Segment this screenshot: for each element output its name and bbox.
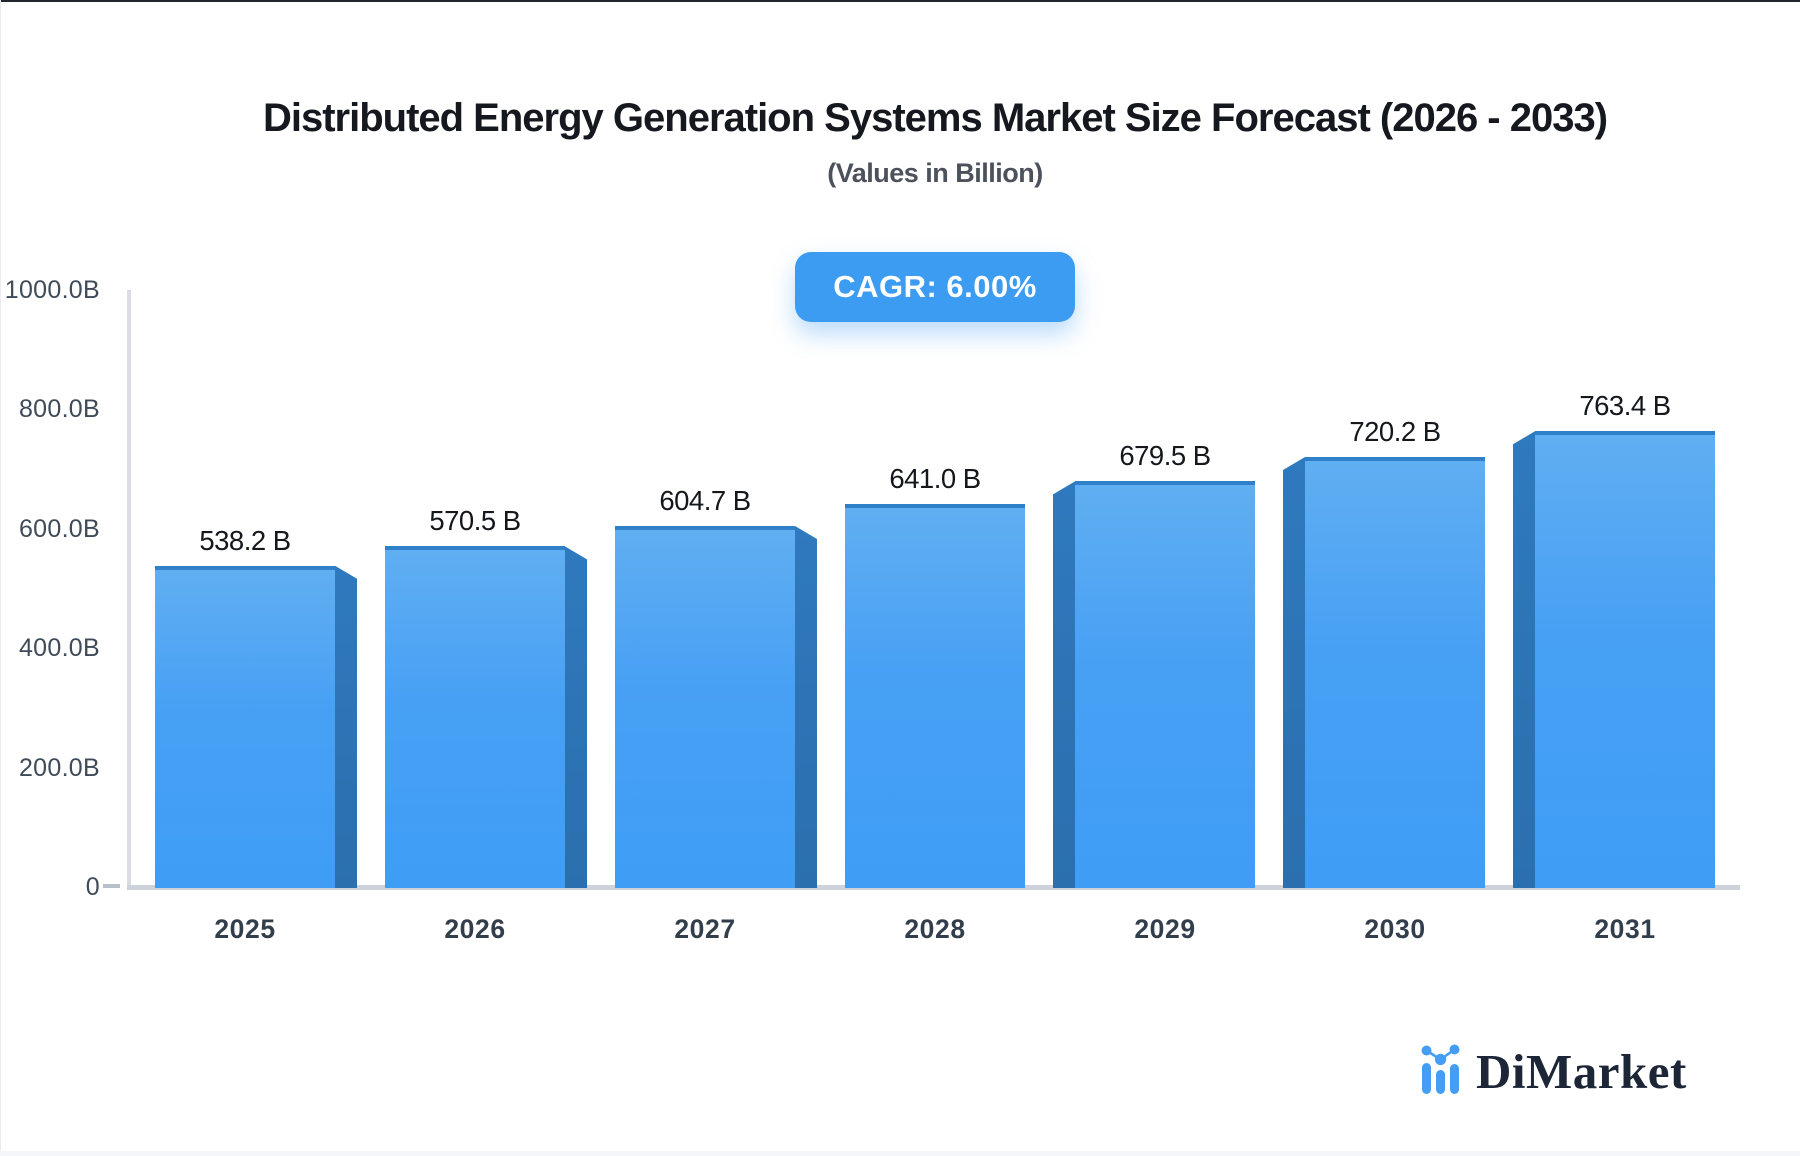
bar-value-label: 763.4 B <box>1579 390 1671 422</box>
y-axis-tick-label: 800.0B <box>18 395 100 424</box>
bar-chart-logo-icon <box>1421 1044 1460 1094</box>
bar-3d-side-face <box>335 565 357 888</box>
top-border-line <box>0 0 1800 2</box>
bar-value-label: 679.5 B <box>1119 440 1211 472</box>
cagr-badge-wrap: CAGR: 6.00% <box>130 252 1740 322</box>
x-axis-tick-label: 2029 <box>1134 914 1196 944</box>
x-axis-tick-label: 2030 <box>1364 914 1426 944</box>
bottom-border-strip <box>0 1151 1800 1156</box>
x-axis-tick-label: 2031 <box>1594 914 1656 944</box>
y-axis-line <box>127 290 131 887</box>
dimarket-logo-text: DiMarket <box>1476 1043 1687 1099</box>
bar-3d-side-face <box>1513 431 1535 888</box>
bar-3d-side-face <box>1053 481 1075 888</box>
y-axis-tick-label: 0 <box>85 873 100 901</box>
bar-2028 <box>845 504 1025 888</box>
bar-2026 <box>385 546 565 888</box>
bar-value-label: 538.2 B <box>199 524 291 556</box>
bar-value-label: 641.0 B <box>889 463 981 495</box>
bar-value-label: 570.5 B <box>429 505 521 537</box>
y-axis-zero-tick <box>103 884 120 888</box>
bar-3d-side-face <box>1283 457 1305 888</box>
left-border-line <box>0 0 1 1156</box>
bar-value-label: 720.2 B <box>1349 416 1441 448</box>
bar-value-label: 604.7 B <box>659 484 751 516</box>
bar-2025 <box>155 565 335 888</box>
y-axis-tick-label: 400.0B <box>18 634 100 663</box>
y-axis-tick-label: 200.0B <box>18 753 100 782</box>
x-axis-tick-label: 2027 <box>674 914 736 944</box>
bar-2029 <box>1075 481 1255 888</box>
cagr-badge: CAGR: 6.00% <box>795 252 1075 322</box>
bar-2027 <box>615 525 795 888</box>
bar-3d-side-face <box>795 525 817 888</box>
bar-2030 <box>1305 457 1485 888</box>
y-axis-tick-label: 600.0B <box>18 514 100 543</box>
bar-3d-side-face <box>565 546 587 888</box>
chart-title: Distributed Energy Generation Systems Ma… <box>262 96 1608 140</box>
x-axis-tick-label: 2026 <box>444 914 506 944</box>
chart-subtitle: (Values in Billion) <box>827 158 1043 188</box>
y-axis-tick-label: 1000.0B <box>4 276 100 304</box>
dimarket-logo: DiMarket <box>1421 1043 1687 1099</box>
x-axis-tick-label: 2028 <box>904 914 966 944</box>
x-axis-tick-label: 2025 <box>214 914 276 944</box>
bar-2031 <box>1535 431 1715 888</box>
